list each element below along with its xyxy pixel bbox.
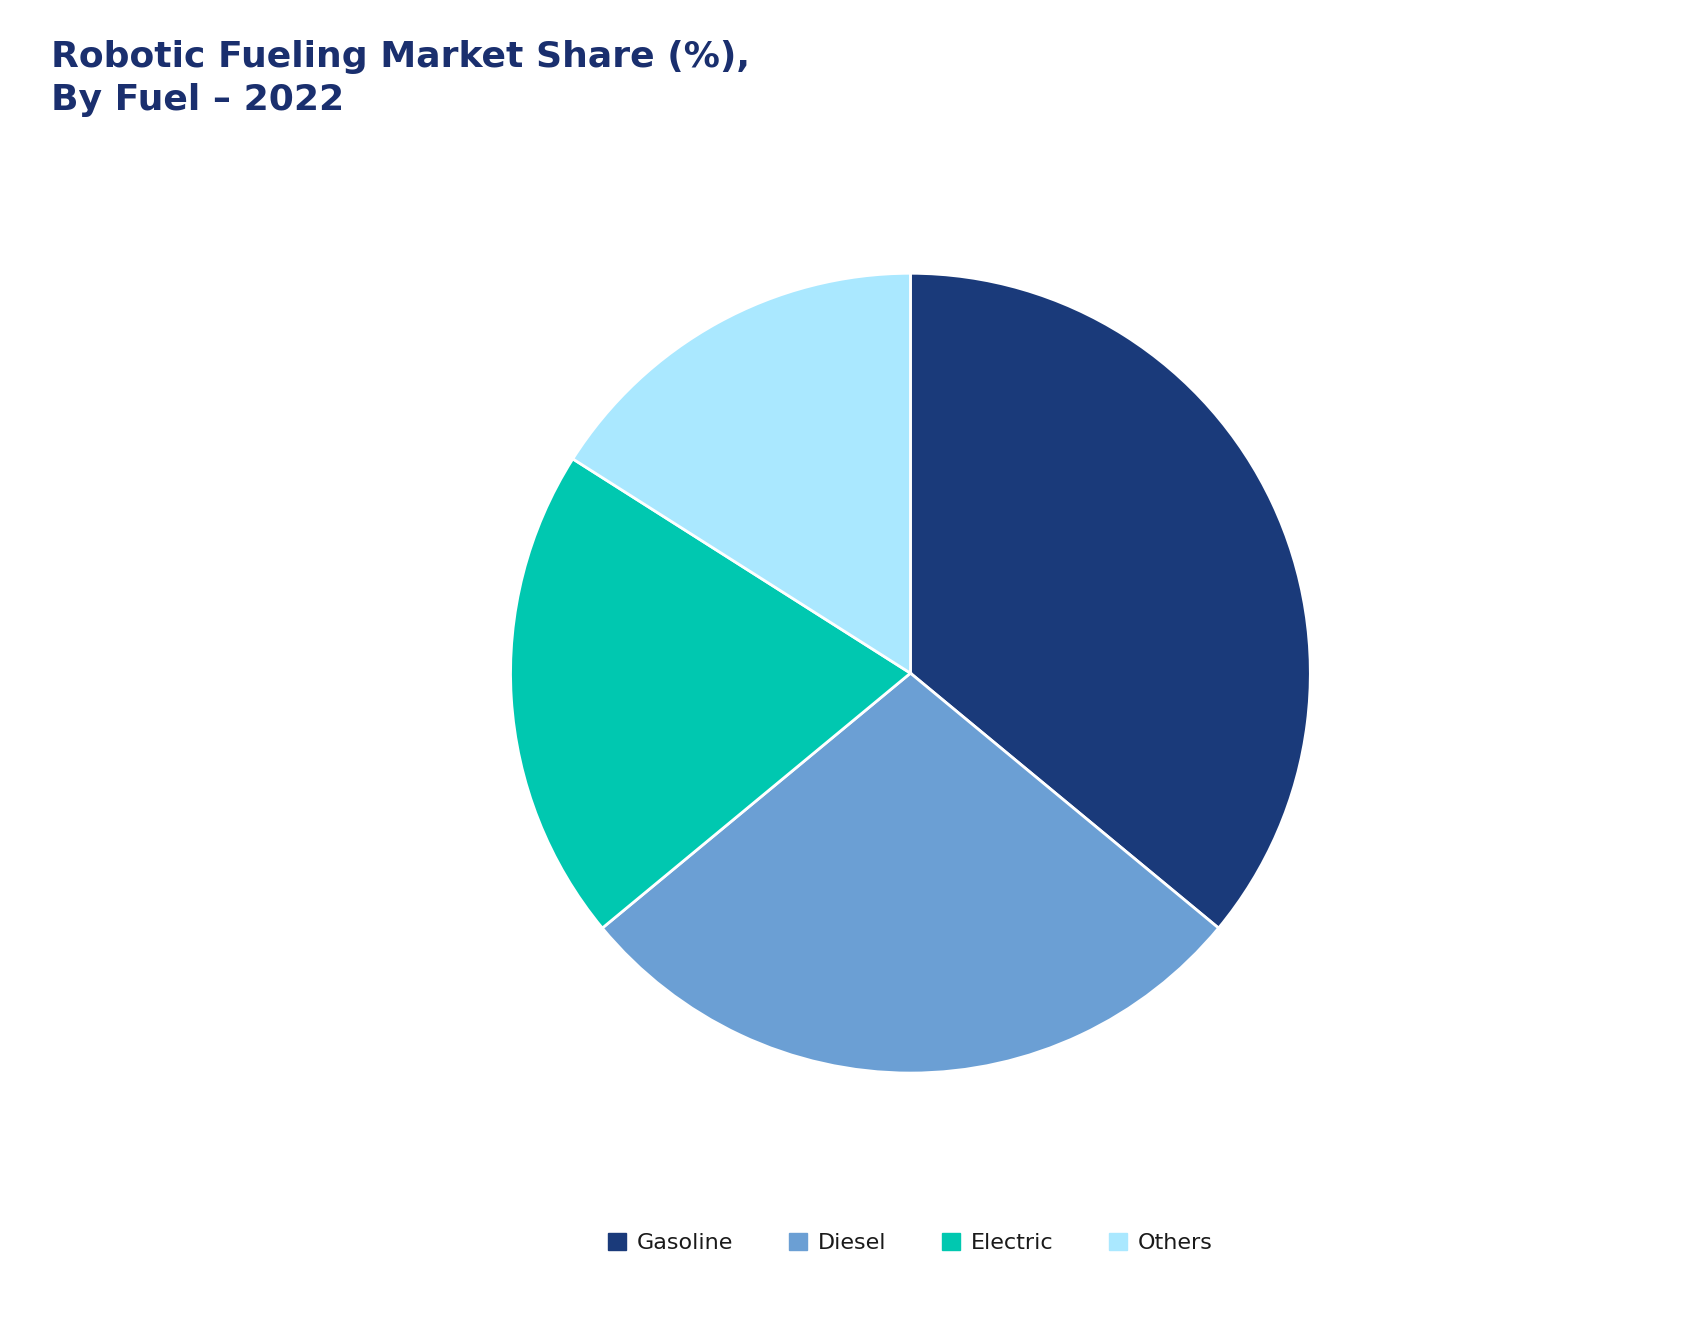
Wedge shape xyxy=(573,273,910,673)
Legend: Gasoline, Diesel, Electric, Others: Gasoline, Diesel, Electric, Others xyxy=(599,1224,1222,1262)
Wedge shape xyxy=(910,273,1310,928)
Wedge shape xyxy=(511,459,910,928)
Wedge shape xyxy=(602,673,1219,1073)
Text: Robotic Fueling Market Share (%),
By Fuel – 2022: Robotic Fueling Market Share (%), By Fue… xyxy=(51,40,750,117)
